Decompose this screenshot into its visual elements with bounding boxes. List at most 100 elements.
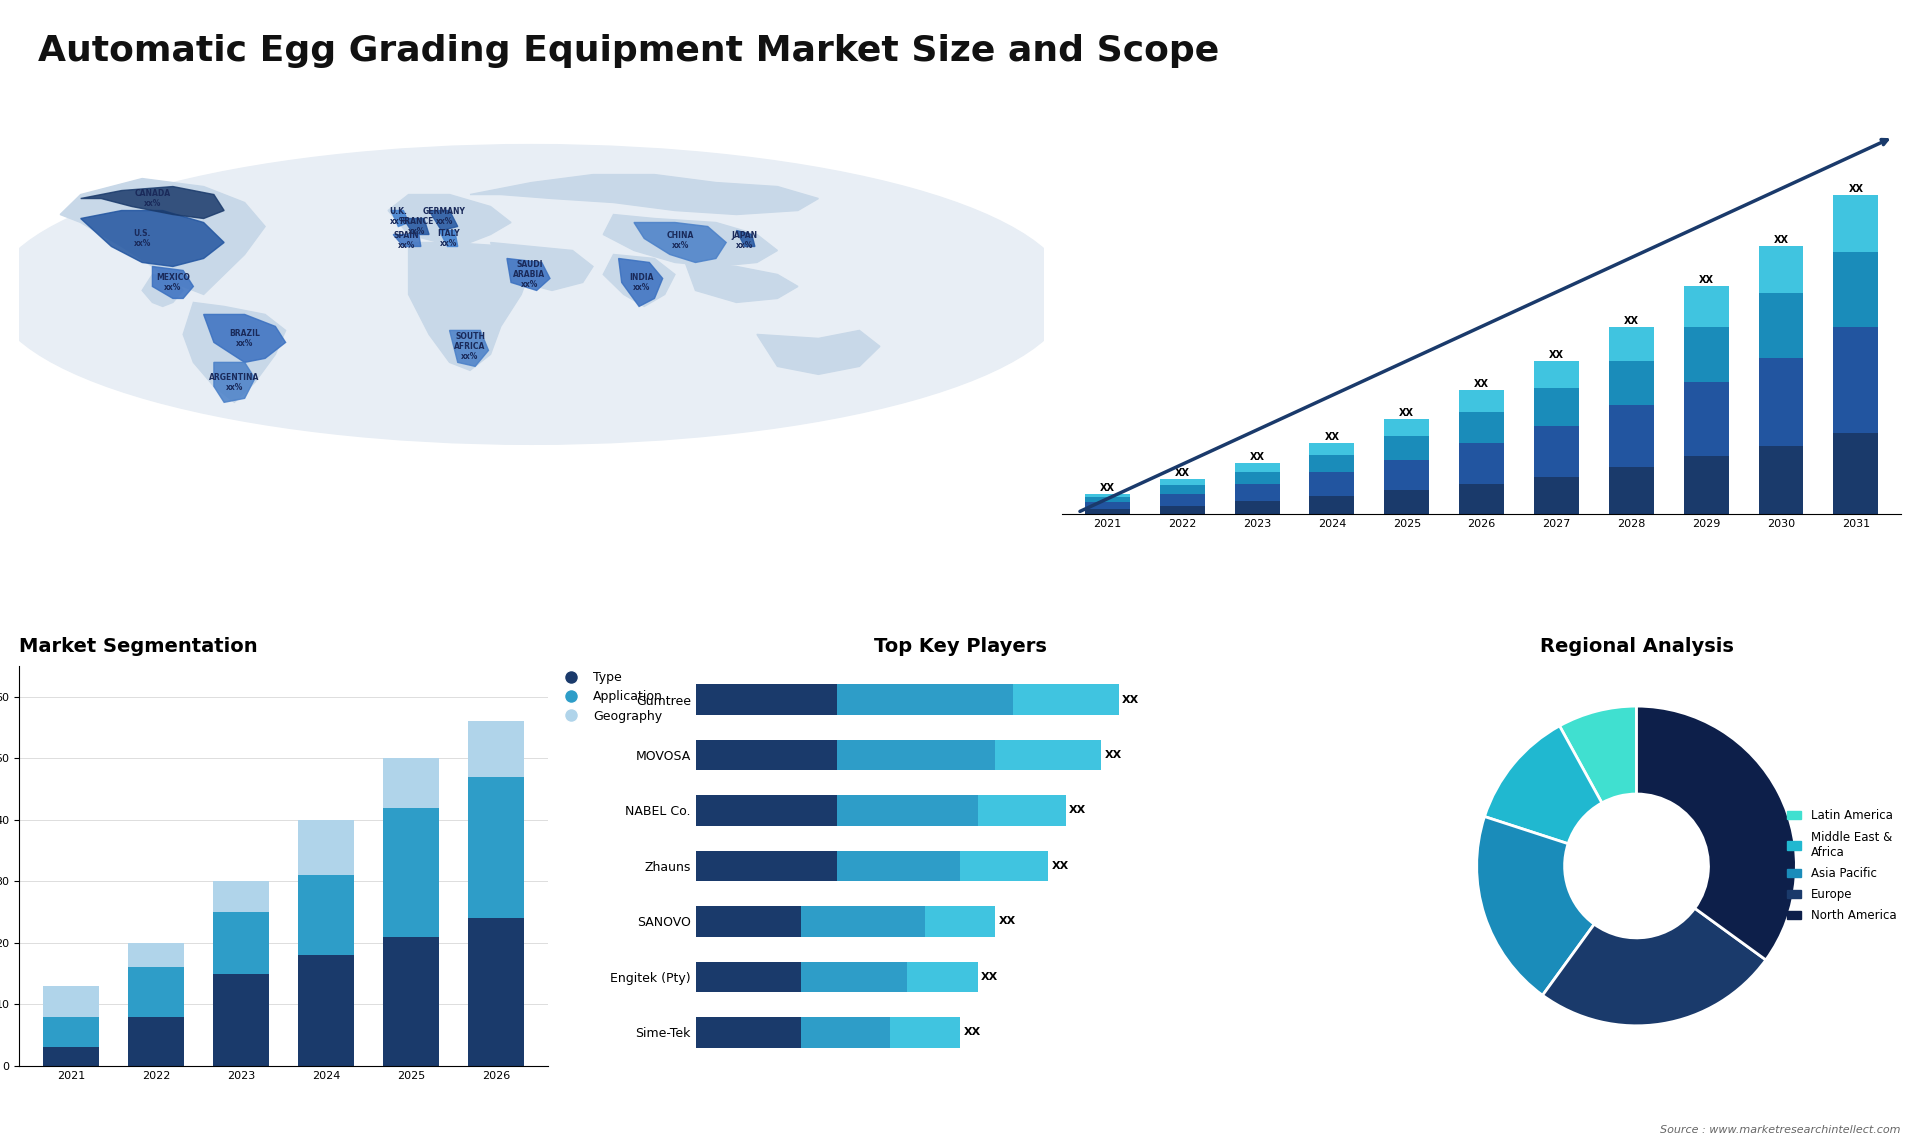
Bar [801,961,906,992]
Bar [1085,509,1129,515]
Bar [213,912,269,974]
Bar [1459,484,1503,515]
Text: XX: XX [1475,379,1490,390]
Text: U.K.
xx%: U.K. xx% [390,206,407,226]
Bar [1834,195,1878,252]
Text: BRAZIL
xx%: BRAZIL xx% [228,329,259,348]
Text: SOUTH
AFRICA
xx%: SOUTH AFRICA xx% [455,331,486,361]
Bar [1609,406,1653,466]
Bar [1459,442,1503,484]
Text: SAUDI
ARABIA
xx%: SAUDI ARABIA xx% [513,259,545,289]
Bar [1085,502,1129,509]
Bar [44,986,98,1017]
Bar [1085,494,1129,497]
Text: GERMANY
xx%: GERMANY xx% [422,206,467,226]
Bar [213,974,269,1066]
Bar [129,1017,184,1066]
Bar [889,1018,960,1047]
Text: INDIA
xx%: INDIA xx% [630,273,653,292]
Polygon shape [428,211,457,230]
Bar [695,684,837,715]
Bar [695,795,837,826]
Bar [129,943,184,967]
Polygon shape [449,330,488,367]
Polygon shape [81,211,225,267]
Polygon shape [60,179,265,295]
Bar [995,740,1100,770]
Bar [695,961,801,992]
Polygon shape [603,214,778,267]
Bar [1160,494,1204,505]
Bar [960,850,1048,881]
Bar [1384,419,1428,435]
Title: Top Key Players: Top Key Players [874,637,1046,657]
Polygon shape [388,195,511,243]
Text: XX: XX [1549,351,1565,360]
Polygon shape [685,262,799,303]
Bar [695,1018,801,1047]
Text: ITALY
xx%: ITALY xx% [438,229,459,249]
Polygon shape [81,187,225,219]
Bar [213,881,269,912]
Bar [1160,505,1204,515]
Text: XX: XX [1069,806,1087,816]
Bar [1684,456,1728,515]
Bar [1534,388,1578,426]
Wedge shape [1484,725,1601,843]
Wedge shape [1542,909,1766,1026]
Wedge shape [1559,706,1636,803]
Bar [1160,486,1204,494]
Bar [44,1017,98,1047]
Bar [468,918,524,1066]
Text: U.S.
xx%: U.S. xx% [134,229,152,249]
Text: XX: XX [1104,749,1121,760]
Polygon shape [213,362,255,402]
Text: MEXICO
xx%: MEXICO xx% [156,273,190,292]
Polygon shape [507,259,549,290]
Text: XX: XX [1849,183,1864,194]
Bar [925,906,995,936]
Text: XX: XX [1699,275,1715,285]
Text: Source : www.marketresearchintellect.com: Source : www.marketresearchintellect.com [1661,1124,1901,1135]
Text: FRANCE
xx%: FRANCE xx% [399,217,434,236]
Text: ARGENTINA
xx%: ARGENTINA xx% [209,372,259,392]
Polygon shape [142,274,182,306]
Bar [837,795,977,826]
Bar [1085,497,1129,502]
Text: XX: XX [998,917,1016,926]
Bar [1309,455,1354,472]
Bar [468,777,524,918]
Text: XX: XX [1774,235,1789,244]
Text: XX: XX [1325,432,1340,442]
Bar [1384,435,1428,460]
Bar [1534,361,1578,388]
Polygon shape [603,254,676,306]
Text: XX: XX [1250,453,1265,462]
Polygon shape [756,330,879,375]
Ellipse shape [0,144,1069,445]
Bar [298,955,353,1066]
Bar [1534,426,1578,477]
Text: XX: XX [1121,694,1139,705]
Bar [1309,442,1354,455]
Legend: Latin America, Middle East &
Africa, Asia Pacific, Europe, North America: Latin America, Middle East & Africa, Asi… [1782,804,1901,927]
Bar [1384,490,1428,515]
Bar [1014,684,1119,715]
Polygon shape [204,314,286,362]
Bar [1609,466,1653,515]
Bar [1459,390,1503,413]
Text: XX: XX [1100,482,1116,493]
Polygon shape [392,211,409,227]
Bar [1759,293,1803,358]
Bar [1235,463,1279,472]
Polygon shape [470,174,818,214]
Bar [1459,413,1503,442]
Bar [1684,327,1728,382]
Text: XX: XX [1175,468,1190,478]
Wedge shape [1636,706,1797,960]
Polygon shape [394,235,420,246]
Title: Regional Analysis: Regional Analysis [1540,637,1734,657]
Bar [837,684,1014,715]
Bar [695,850,837,881]
Polygon shape [737,230,755,246]
